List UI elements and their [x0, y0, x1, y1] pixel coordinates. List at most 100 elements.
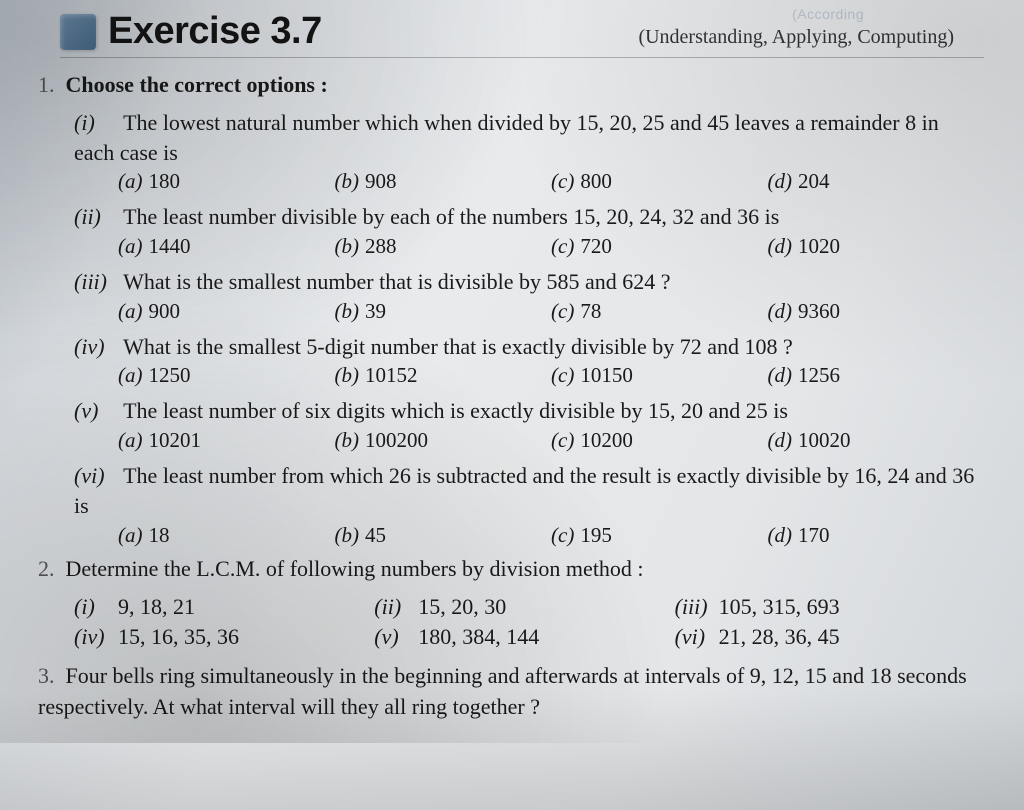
- page: (According Exercise 3.7 (Understanding, …: [0, 0, 1024, 743]
- q1-vi-options: (a)18 (b)45 (c)195 (d)170: [118, 523, 984, 548]
- option: (d)204: [768, 169, 985, 194]
- option: (c)720: [551, 234, 768, 259]
- option: (c)195: [551, 523, 768, 548]
- q1-iv-options: (a)1250 (b)10152 (c)10150 (d)1256: [118, 363, 984, 388]
- option: (c)800: [551, 169, 768, 194]
- option-label: (d): [768, 234, 793, 258]
- roman-label: (vi): [675, 624, 719, 650]
- option-label: (d): [768, 299, 793, 323]
- question-2: 2. Determine the L.C.M. of following num…: [38, 556, 984, 582]
- q1-prompt: Choose the correct options :: [66, 72, 328, 97]
- roman-label: (i): [74, 108, 118, 138]
- option-value: 39: [365, 299, 386, 323]
- option: (a)18: [118, 523, 335, 548]
- option-label: (c): [551, 299, 574, 323]
- q1-i: (i) The lowest natural number which when…: [74, 108, 984, 167]
- option: (d)1256: [768, 363, 985, 388]
- question-text: The least number from which 26 is subtra…: [74, 463, 974, 518]
- option: (a)180: [118, 169, 335, 194]
- option: (c) 78: [551, 299, 768, 324]
- roman-label: (ii): [374, 594, 418, 620]
- option-value: 900: [149, 299, 181, 323]
- faint-watermark: (According: [792, 6, 864, 22]
- question-text: The least number divisible by each of th…: [123, 204, 779, 229]
- option-value: 800: [580, 169, 612, 193]
- option: (a)1440: [118, 234, 335, 259]
- option-label: (b): [335, 299, 360, 323]
- option-value: 10152: [365, 363, 418, 387]
- q1-iii: (iii) What is the smallest number that i…: [74, 267, 984, 297]
- q1-iii-options: (a)900 (b)39 (c) 78 (d)9360: [118, 299, 984, 324]
- list-item: (i)9, 18, 21: [74, 592, 374, 622]
- option-value: 10150: [580, 363, 633, 387]
- question-text: The lowest natural number which when div…: [74, 110, 939, 165]
- option-label: (a): [118, 523, 143, 547]
- option-value: 10201: [149, 428, 202, 452]
- roman-label: (v): [374, 624, 418, 650]
- option: (d)10020: [768, 428, 985, 453]
- option: (b)908: [335, 169, 552, 194]
- header-rule: [60, 57, 984, 58]
- title-bullet-icon: [60, 14, 96, 50]
- option: (b)45: [335, 523, 552, 548]
- q3-number: 3.: [38, 660, 60, 692]
- q1-i-options: (a)180 (b)908 (c)800 (d)204: [118, 169, 984, 194]
- exercise-subtitle: (Understanding, Applying, Computing): [638, 26, 954, 49]
- option-label: (d): [768, 428, 793, 452]
- roman-label: (ii): [74, 202, 118, 232]
- roman-label: (v): [74, 396, 118, 426]
- roman-label: (iii): [675, 594, 719, 620]
- option-value: 170: [798, 523, 830, 547]
- option: (c)10200: [551, 428, 768, 453]
- question-3: 3. Four bells ring simultaneously in the…: [38, 660, 984, 724]
- option: (a)10201: [118, 428, 335, 453]
- roman-label: (i): [74, 594, 118, 620]
- option-label: (b): [335, 523, 360, 547]
- q2-items: (i)9, 18, 21 (ii)15, 20, 30 (iii)105, 31…: [74, 592, 984, 652]
- option-label: (a): [118, 363, 143, 387]
- option: (d)1020: [768, 234, 985, 259]
- item-value: 180, 384, 144: [418, 624, 539, 649]
- option-value: 1250: [149, 363, 191, 387]
- item-value: 15, 16, 35, 36: [118, 624, 239, 649]
- option-label: (b): [335, 428, 360, 452]
- question-text: What is the smallest 5-digit number that…: [123, 334, 793, 359]
- option-label: (a): [118, 169, 143, 193]
- q2-prompt: Determine the L.C.M. of following number…: [66, 556, 644, 581]
- question-text: What is the smallest number that is divi…: [123, 269, 670, 294]
- option: (b)39: [335, 299, 552, 324]
- option: (b)10152: [335, 363, 552, 388]
- option-value: 45: [365, 523, 386, 547]
- option-value: 908: [365, 169, 397, 193]
- title-block: Exercise 3.7: [60, 10, 322, 53]
- roman-label: (iii): [74, 267, 118, 297]
- option-label: (c): [551, 523, 574, 547]
- option-value: 180: [149, 169, 181, 193]
- option: (a)900: [118, 299, 335, 324]
- option-label: (d): [768, 363, 793, 387]
- option-value: 1020: [798, 234, 840, 258]
- list-item: (vi)21, 28, 36, 45: [675, 622, 975, 652]
- list-item: (ii)15, 20, 30: [374, 592, 674, 622]
- option: (d)9360: [768, 299, 985, 324]
- exercise-title: Exercise 3.7: [108, 10, 322, 52]
- option-label: (a): [118, 428, 143, 452]
- question-1: 1. Choose the correct options :: [38, 72, 984, 98]
- item-value: 9, 18, 21: [118, 594, 195, 619]
- option-value: 10200: [580, 428, 633, 452]
- item-value: 105, 315, 693: [719, 594, 840, 619]
- list-item: (iii)105, 315, 693: [675, 592, 975, 622]
- roman-label: (vi): [74, 461, 118, 491]
- list-item: (iv)15, 16, 35, 36: [74, 622, 374, 652]
- q1-v: (v) The least number of six digits which…: [74, 396, 984, 426]
- option: (b)100200: [335, 428, 552, 453]
- option-value: 78: [580, 299, 601, 323]
- question-text: The least number of six digits which is …: [123, 398, 788, 423]
- q1-v-options: (a)10201 (b)100200 (c)10200 (d)10020: [118, 428, 984, 453]
- option-value: 10020: [798, 428, 851, 452]
- option-value: 204: [798, 169, 830, 193]
- option-label: (b): [335, 234, 360, 258]
- option-label: (b): [335, 363, 360, 387]
- option-value: 100200: [365, 428, 428, 452]
- option-label: (a): [118, 299, 143, 323]
